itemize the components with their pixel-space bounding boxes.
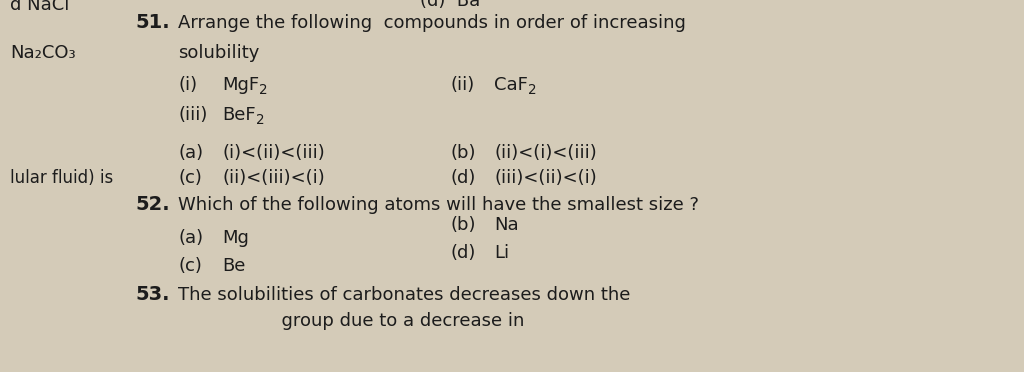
Text: (iii)<(ii)<(i): (iii)<(ii)<(i): [494, 169, 597, 187]
Text: lular fluid) is: lular fluid) is: [10, 169, 114, 187]
Text: (c): (c): [178, 169, 202, 187]
Text: Be: Be: [222, 257, 246, 275]
Text: MgF: MgF: [222, 76, 259, 94]
Text: (b): (b): [450, 216, 475, 234]
Text: The solubilities of carbonates decreases down the: The solubilities of carbonates decreases…: [178, 286, 631, 304]
Text: (b): (b): [450, 144, 475, 162]
Text: Which of the following atoms will have the smallest size ?: Which of the following atoms will have t…: [178, 196, 699, 214]
Text: (c): (c): [178, 257, 202, 275]
Text: 53.: 53.: [135, 285, 170, 304]
Text: Arrange the following  compounds in order of increasing: Arrange the following compounds in order…: [178, 14, 686, 32]
Text: (ii): (ii): [450, 76, 474, 94]
Text: (d): (d): [450, 169, 475, 187]
Text: solubility: solubility: [178, 44, 259, 62]
Text: (a): (a): [178, 144, 203, 162]
Text: (ii)<(iii)<(i): (ii)<(iii)<(i): [222, 169, 325, 187]
Text: CaF: CaF: [494, 76, 528, 94]
Text: 52.: 52.: [135, 195, 170, 214]
Text: (a): (a): [178, 229, 203, 247]
Text: (d): (d): [450, 244, 475, 262]
Text: group due to a decrease in: group due to a decrease in: [178, 312, 524, 330]
Text: (i): (i): [178, 76, 198, 94]
Text: 51.: 51.: [135, 13, 170, 32]
Text: Na₂CO₃: Na₂CO₃: [10, 44, 76, 62]
Text: (ii)<(i)<(iii): (ii)<(i)<(iii): [494, 144, 597, 162]
Text: 2: 2: [256, 113, 264, 127]
Text: BeF: BeF: [222, 106, 256, 124]
Text: (d)  Ba: (d) Ba: [420, 0, 480, 10]
Text: Na: Na: [494, 216, 518, 234]
Text: 2: 2: [528, 83, 537, 97]
Text: (i)<(ii)<(iii): (i)<(ii)<(iii): [222, 144, 325, 162]
Text: (iii): (iii): [178, 106, 208, 124]
Text: Mg: Mg: [222, 229, 249, 247]
Text: d NaCl: d NaCl: [10, 0, 70, 14]
Text: Li: Li: [494, 244, 509, 262]
Text: 2: 2: [259, 83, 267, 97]
